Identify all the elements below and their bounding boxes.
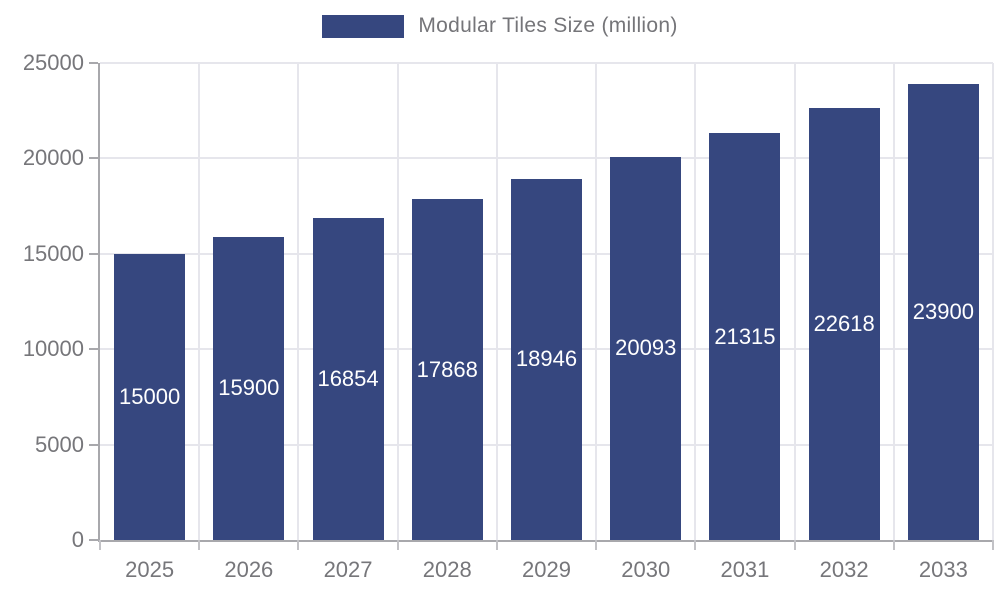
bar-value-label: 17868 [416,356,478,382]
x-gridline [495,63,498,540]
bar-value-label: 15900 [218,375,280,401]
x-gridline [297,63,300,540]
y-axis-tick [89,539,98,541]
x-tick-label-2032: 2032 [819,557,869,582]
x-tick-label-2029: 2029 [522,557,571,582]
y-gridline [100,62,993,64]
x-gridline [892,63,895,540]
legend: Modular Tiles Size (million) [0,14,1000,38]
x-tick-label-2027: 2027 [323,557,373,582]
y-tick-label: 20000 [22,145,84,171]
x-axis-tick [992,540,994,550]
y-tick-label: 10000 [22,336,84,362]
bar-2026: 15900 [213,236,285,540]
y-axis-tick [89,62,98,64]
x-gridline [793,63,796,540]
x-gridline [595,63,598,540]
bar-value-label: 15000 [119,383,181,409]
bar-2028: 17868 [411,199,483,540]
x-tick-label-2033: 2033 [918,557,968,582]
x-axis-tick [198,540,201,550]
x-axis-tick [297,540,300,550]
bar-2031: 21315 [709,133,781,540]
bar-2029: 18946 [511,178,582,540]
legend-swatch-icon [322,14,405,38]
legend-label: Modular Tiles Size (million) [418,14,678,37]
bar-2030: 20093 [610,156,682,540]
x-gridline [694,63,697,540]
x-axis-tick [99,540,101,550]
bar-value-label: 22618 [813,311,875,337]
x-tick-label-2031: 2031 [720,557,770,582]
bar-value-label: 21315 [714,323,776,349]
y-axis-line [98,63,100,542]
bar-value-label: 16854 [317,366,379,392]
plot-area: 0 5000 10000 15000 20000 25000 15000 2025 15900 2… [23,50,994,582]
y-axis-tick [89,252,98,255]
x-tick-label-2030: 2030 [621,557,671,582]
bar-2033: 23900 [907,84,979,540]
legend-item-modular-tiles[interactable]: Modular Tiles Size (million) [322,14,677,38]
y-axis-tick [89,348,98,351]
bar-2027: 16854 [312,218,384,540]
y-tick-label: 5000 [35,431,84,457]
x-axis-tick [694,540,697,550]
x-gridline [396,63,399,540]
y-tick-label: 15000 [22,240,84,266]
x-tick-label-2025: 2025 [125,557,175,582]
y-axis-tick [89,443,98,446]
bar-value-label: 20093 [615,335,677,361]
x-axis-tick [396,540,399,550]
bar-value-label: 18946 [515,346,578,372]
x-tick-label-2028: 2028 [422,557,472,582]
y-axis-tick [89,157,98,160]
x-gridline [992,63,994,540]
x-axis-tick [892,540,895,550]
x-axis-line [98,540,993,542]
x-tick-label-2026: 2026 [224,557,274,582]
x-axis-tick [595,540,598,550]
bar-2032: 22618 [808,108,880,540]
x-gridline [198,63,201,540]
y-gridline [100,157,993,160]
y-tick-label: 0 [71,527,84,552]
x-axis-tick [793,540,796,550]
y-tick-label: 25000 [22,50,84,75]
bar-2025: 15000 [114,253,186,540]
bar-value-label: 23900 [912,299,974,324]
x-axis-tick [495,540,498,550]
